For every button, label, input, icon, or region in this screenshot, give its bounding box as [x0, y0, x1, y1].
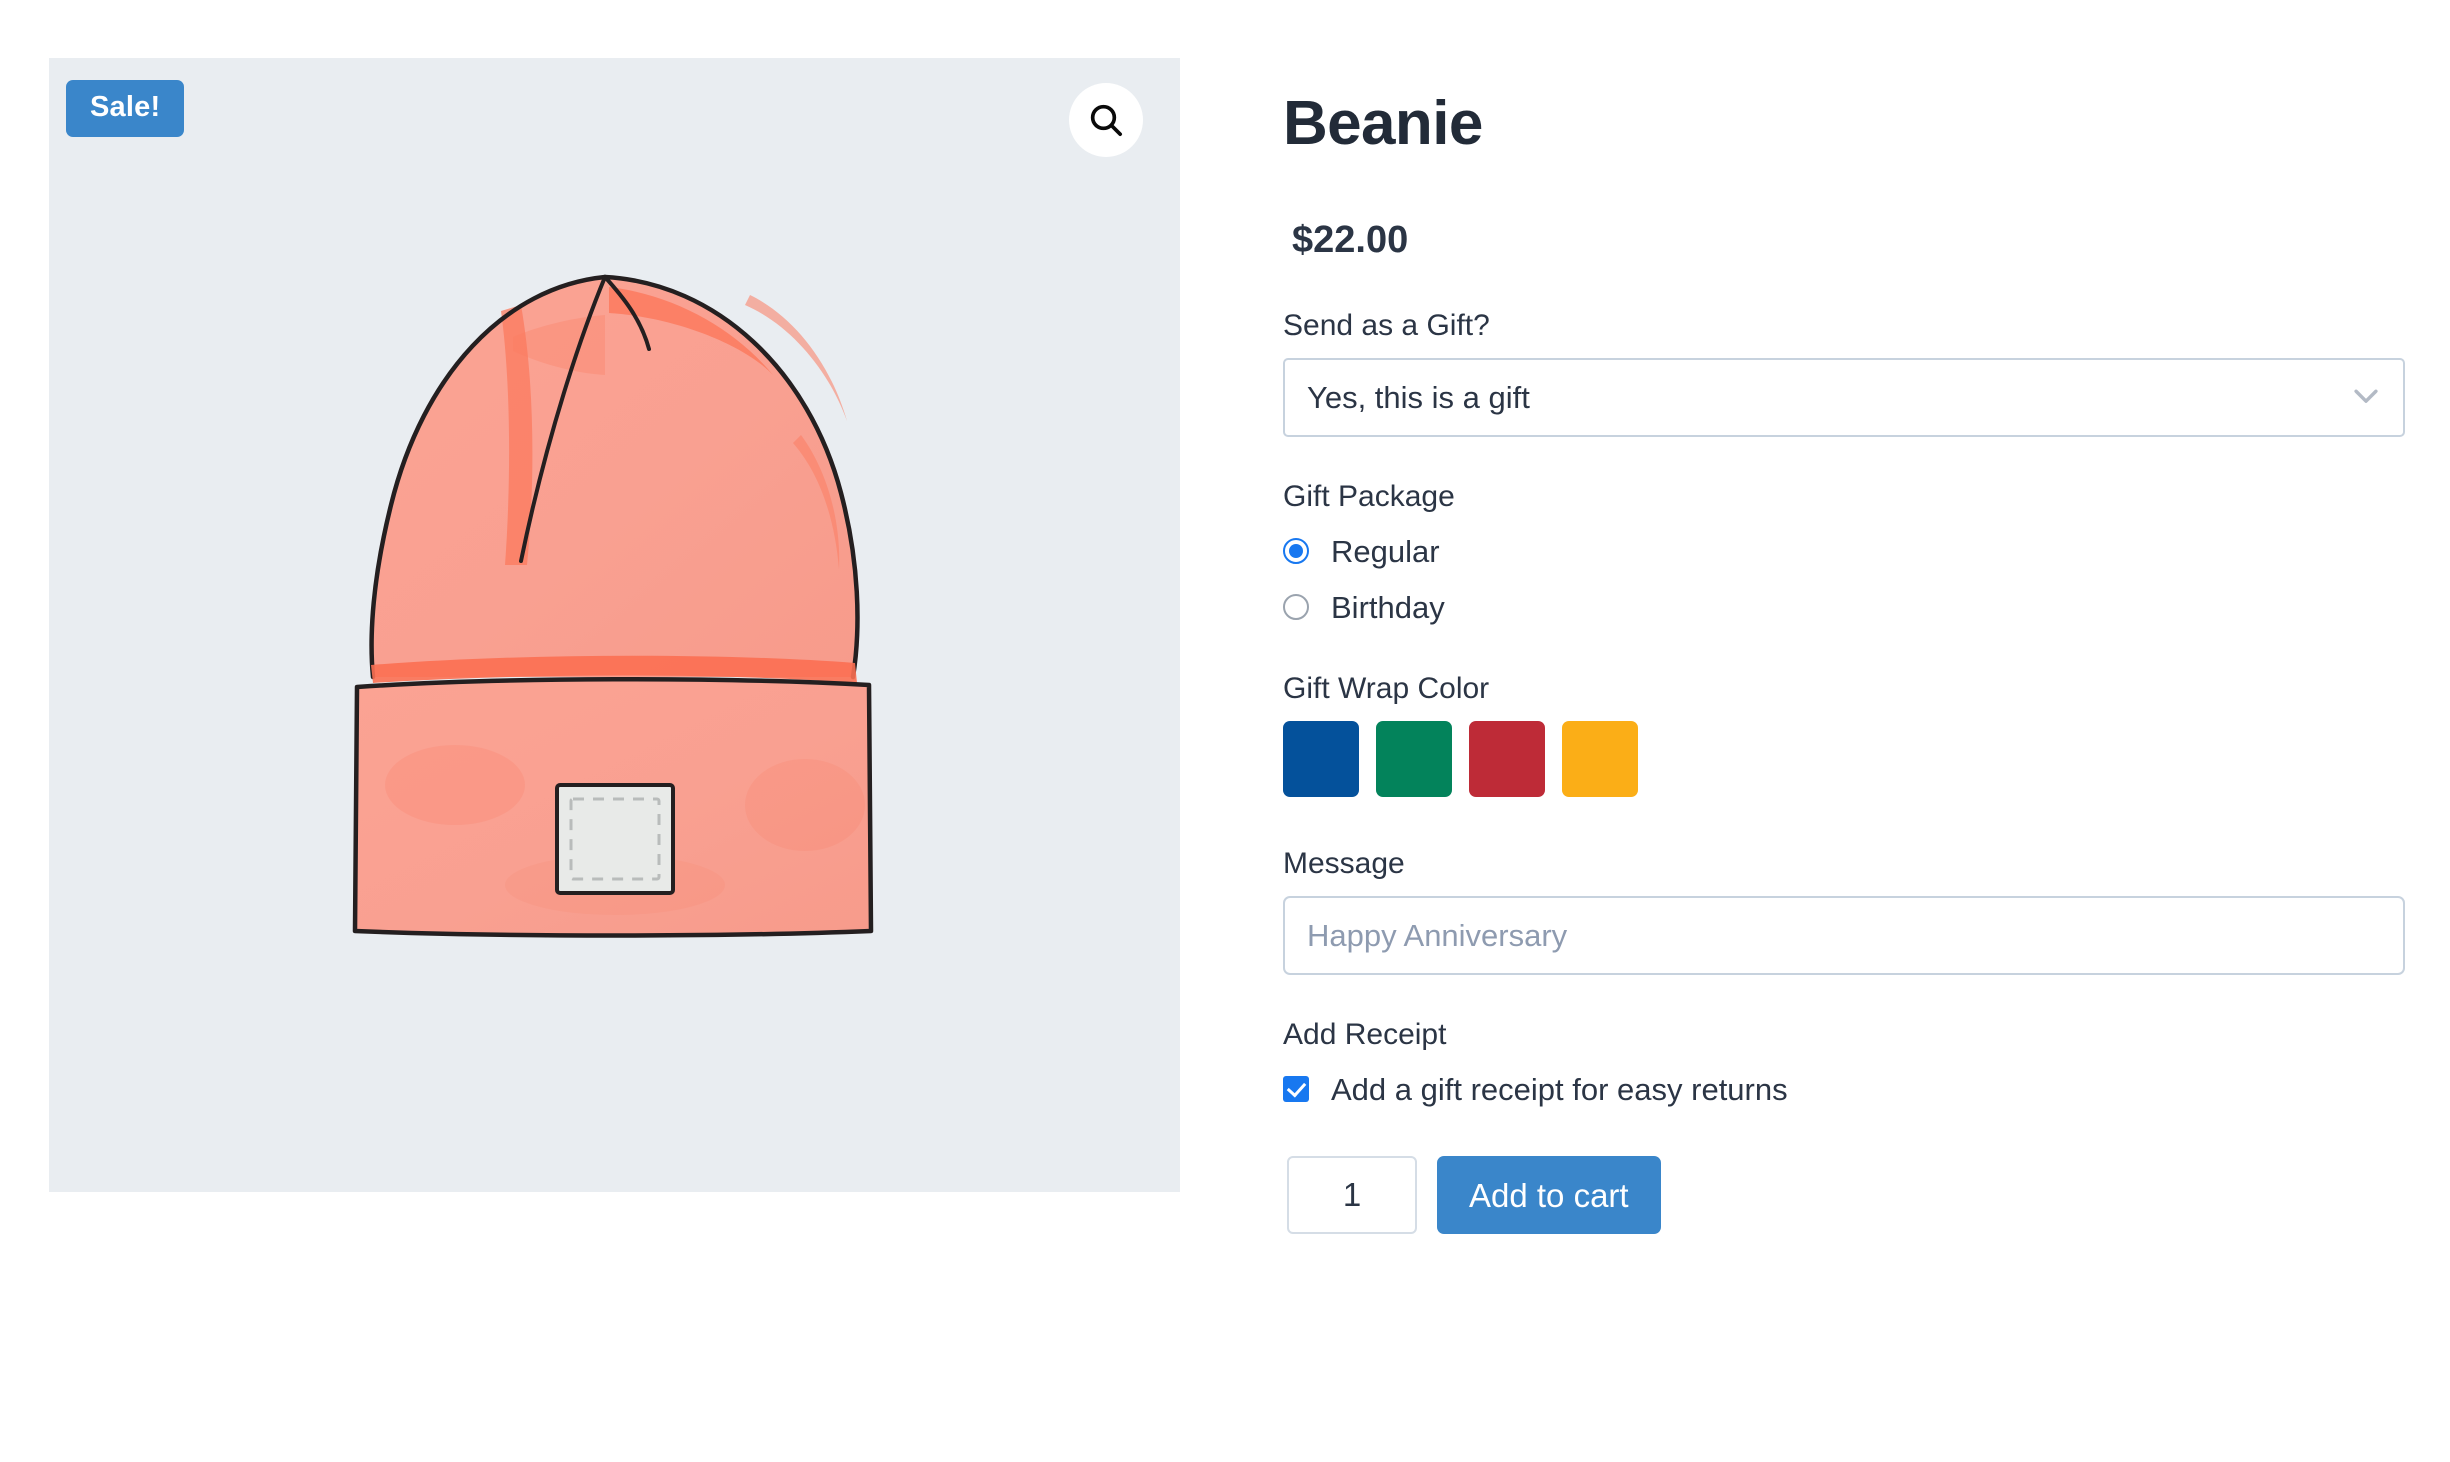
color-swatch-red[interactable] — [1469, 721, 1545, 797]
gift-select-label: Send as a Gift? — [1283, 309, 1490, 342]
sale-badge: Sale! — [66, 80, 185, 137]
product-gallery: Sale! — [49, 58, 1180, 1192]
gift-select[interactable]: Yes, this is a gift — [1283, 358, 2405, 437]
color-swatch-green[interactable] — [1376, 721, 1452, 797]
color-swatch-list — [1283, 721, 2405, 797]
gift-select-wrapper[interactable]: Yes, this is a gift — [1283, 358, 2405, 437]
search-icon — [1086, 100, 1126, 140]
checkbox-label-receipt: Add a gift receipt for easy returns — [1331, 1071, 1788, 1107]
gift-package-label: Gift Package — [1283, 480, 1455, 513]
add-receipt-label: Add Receipt — [1283, 1018, 1447, 1051]
message-label: Message — [1283, 847, 1405, 880]
radio-icon-regular[interactable] — [1283, 538, 1309, 564]
add-to-cart-button[interactable]: Add to cart — [1437, 1156, 1661, 1234]
color-swatch-amber[interactable] — [1562, 721, 1638, 797]
zoom-image-button[interactable] — [1069, 83, 1143, 157]
message-group: Message — [1283, 849, 2405, 975]
page-title: Beanie — [1283, 89, 1483, 158]
product-price: $22.00 — [1292, 219, 1409, 261]
product-summary: Beanie $22.00 Send as a Gift? Yes, this … — [1283, 58, 2405, 1234]
radio-label-birthday: Birthday — [1331, 589, 1445, 625]
gift-wrap-color-group: Gift Wrap Color — [1283, 674, 2405, 797]
add-receipt-group: Add Receipt Add a gift receipt for easy … — [1283, 1020, 2405, 1111]
checkbox-option-receipt[interactable]: Add a gift receipt for easy returns — [1283, 1067, 2405, 1111]
radio-label-regular: Regular — [1331, 533, 1440, 569]
cart-actions: Add to cart — [1287, 1156, 2405, 1234]
checkbox-icon-receipt[interactable] — [1283, 1076, 1309, 1102]
radio-icon-birthday[interactable] — [1283, 594, 1309, 620]
message-input[interactable] — [1283, 896, 2405, 975]
gift-select-group: Send as a Gift? Yes, this is a gift — [1283, 311, 2405, 437]
radio-option-birthday[interactable]: Birthday — [1283, 585, 2405, 629]
gift-package-group: Gift Package Regular Birthday — [1283, 482, 2405, 629]
product-image[interactable] — [49, 58, 1180, 1192]
color-swatch-blue[interactable] — [1283, 721, 1359, 797]
gift-wrap-color-label: Gift Wrap Color — [1283, 672, 1490, 705]
radio-option-regular[interactable]: Regular — [1283, 529, 2405, 573]
quantity-input[interactable] — [1287, 1156, 1417, 1234]
